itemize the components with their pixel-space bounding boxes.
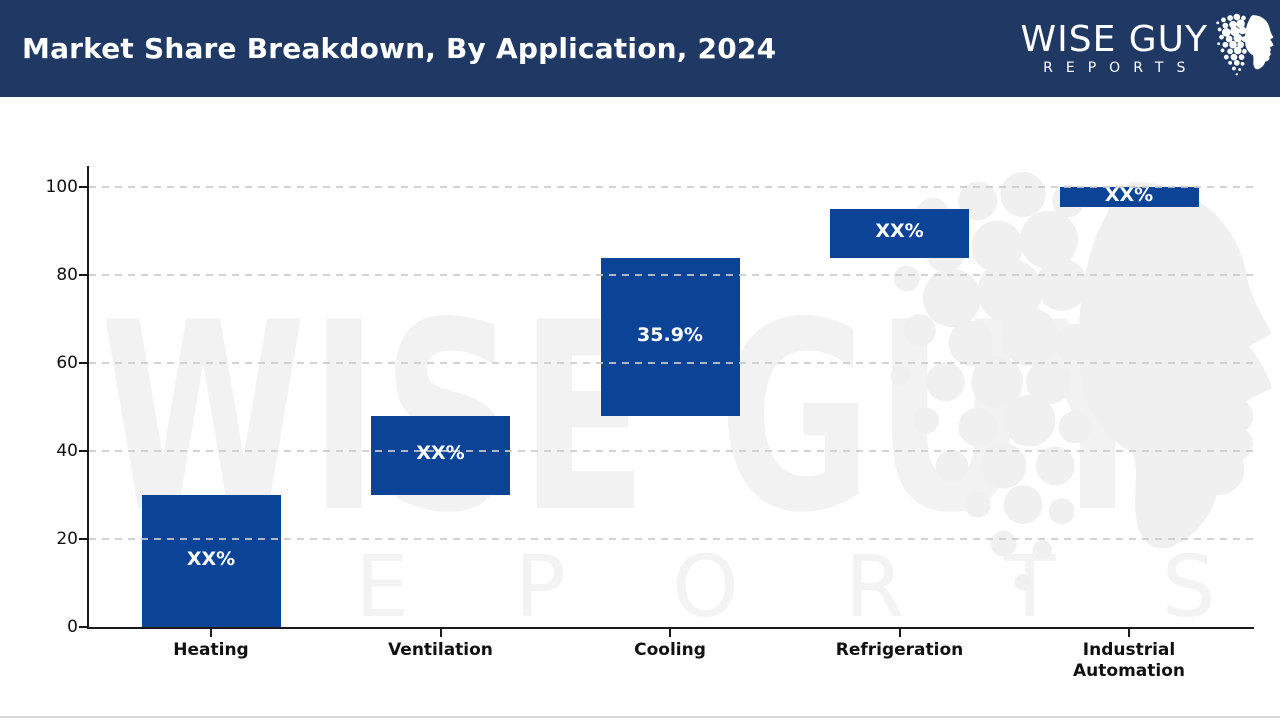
bar-value-label: XX% (1104, 187, 1154, 207)
x-tick-label: Refrigeration (835, 640, 964, 660)
y-tick-label: 0 (67, 617, 78, 637)
x-tick-label: Ventilation (388, 640, 493, 660)
gridline (89, 538, 1253, 540)
gridline (89, 362, 1253, 364)
x-tick (439, 629, 442, 637)
bar-value-label: XX% (186, 548, 236, 570)
x-tick (669, 629, 671, 637)
x-tick (898, 629, 901, 637)
y-tick-label: 20 (56, 529, 78, 549)
bar (141, 495, 281, 627)
bar-value-label: 35.9% (637, 323, 703, 346)
bar-label-clip: 35.9% (601, 258, 740, 416)
bar (371, 415, 510, 495)
y-tick (79, 362, 87, 364)
y-axis (87, 166, 89, 629)
x-tick-label: Industrial Automation (1073, 640, 1185, 681)
bar-label-clip: XX% (1060, 187, 1199, 207)
wiseguy-logo: WISE GUY REPORTS (1021, 7, 1275, 91)
y-tick (79, 186, 87, 188)
bar-label-clip: XX% (830, 209, 969, 258)
bar-label-clip: XX% (142, 495, 281, 627)
bottom-divider (0, 716, 1280, 718)
bar-label-clip: XX% (371, 416, 510, 495)
gridline (89, 450, 1253, 452)
x-tick (1128, 629, 1130, 637)
y-tick-label: 40 (56, 441, 78, 461)
header-bar: Market Share Breakdown, By Application, … (0, 0, 1280, 97)
x-tick (210, 629, 212, 637)
y-tick (79, 450, 87, 452)
x-tick-label: Cooling (634, 640, 706, 660)
gridline (89, 274, 1253, 276)
logo-text: WISE GUY REPORTS (1020, 19, 1209, 76)
y-tick-label: 100 (45, 177, 78, 197)
y-tick-label: 60 (56, 353, 78, 373)
x-axis (87, 627, 1254, 629)
x-tick-label: Heating (173, 640, 249, 660)
gridline (89, 186, 1253, 188)
bar-value-label: XX% (416, 442, 465, 465)
logo-wordmark: WISE GUY (1020, 19, 1208, 60)
bar-value-label: XX% (875, 220, 924, 243)
y-tick (79, 626, 87, 628)
bar (600, 257, 740, 416)
y-tick (79, 538, 87, 540)
page-title: Market Share Breakdown, By Application, … (22, 32, 777, 65)
logo-subtitle: REPORTS (1043, 60, 1199, 76)
y-tick (79, 274, 87, 276)
y-tick-label: 80 (56, 265, 78, 285)
